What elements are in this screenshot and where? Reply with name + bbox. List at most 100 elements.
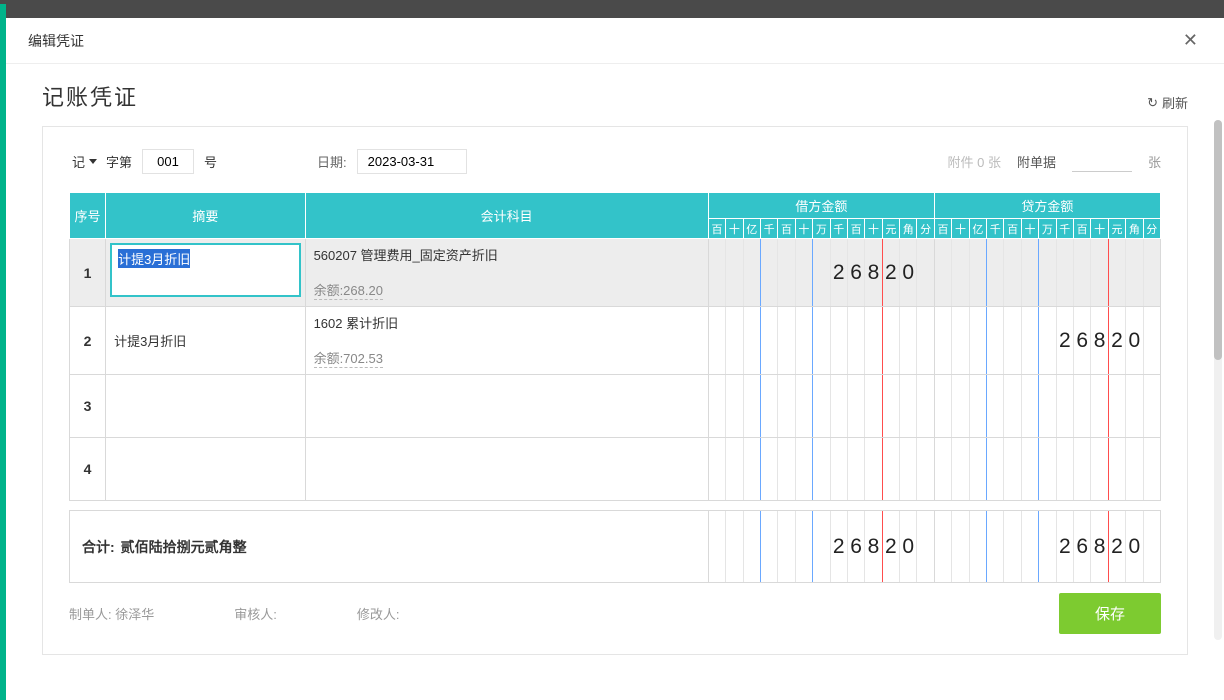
digit [726, 375, 743, 437]
table-row: 4 [70, 438, 1161, 501]
editor-field: 修改人: [357, 604, 400, 623]
digit [952, 511, 969, 582]
debit-total-amount-cell[interactable]: 26820 [708, 511, 934, 583]
attach-doc-input[interactable] [1072, 152, 1132, 172]
voucher-number-input[interactable] [142, 149, 194, 174]
digit [796, 511, 813, 582]
account-cell[interactable]: 1602 累计折旧余额:702.53 [305, 307, 708, 375]
digit [900, 438, 917, 500]
credit-total-amount-cell[interactable]: 26820 [934, 511, 1160, 583]
attachment-group: 附件 0 张 附单据 张 [948, 152, 1162, 172]
digit-header: 千 [760, 219, 777, 239]
paperclip-icon[interactable]: 附件 0 张 [948, 152, 1001, 171]
digit [883, 438, 900, 500]
digit [1091, 438, 1108, 500]
summary-cell[interactable] [106, 438, 305, 501]
account-cell[interactable] [305, 375, 708, 438]
credit-amount-cell[interactable] [934, 438, 1160, 501]
voucher-date-input[interactable] [357, 149, 467, 174]
digit [726, 239, 743, 306]
digit [1004, 307, 1021, 374]
digit [1144, 438, 1160, 500]
debit-amount-cell[interactable]: 26820 [708, 239, 934, 307]
summary-cell[interactable]: 计提3月折旧 [106, 239, 305, 307]
attach-doc-label: 附单据 [1017, 152, 1056, 171]
digit: 2 [883, 511, 900, 582]
digit [1109, 239, 1126, 306]
save-button[interactable]: 保存 [1059, 593, 1161, 634]
digit: 2 [1057, 307, 1074, 374]
digit [744, 307, 761, 374]
digit [1074, 375, 1091, 437]
account-cell[interactable] [305, 438, 708, 501]
digit: 2 [1109, 511, 1126, 582]
digit [865, 307, 882, 374]
debit-amount-cell[interactable] [708, 375, 934, 438]
digit [796, 239, 813, 306]
digit [1074, 239, 1091, 306]
refresh-button[interactable]: ↻ 刷新 [1147, 93, 1188, 112]
digit [865, 438, 882, 500]
digit-header: 千 [830, 219, 847, 239]
digit [1004, 239, 1021, 306]
credit-amount-cell[interactable] [934, 239, 1160, 307]
digit [726, 307, 743, 374]
digit [883, 375, 900, 437]
col-debit: 借方金额 [708, 193, 934, 219]
digit [952, 307, 969, 374]
digit [1074, 438, 1091, 500]
digit [726, 438, 743, 500]
digit [778, 511, 795, 582]
digit-header: 十 [1091, 219, 1108, 239]
digit [1057, 239, 1074, 306]
credit-amount-cell[interactable] [934, 375, 1160, 438]
scrollbar-thumb[interactable] [1214, 120, 1222, 360]
digit [831, 307, 848, 374]
summary-input[interactable]: 计提3月折旧 [110, 243, 300, 297]
digit [744, 239, 761, 306]
digit [1144, 511, 1160, 582]
digit [813, 511, 830, 582]
digit [952, 239, 969, 306]
digit [848, 438, 865, 500]
digit [1039, 438, 1056, 500]
summary-cell[interactable]: 计提3月折旧 [106, 307, 305, 375]
debit-amount-cell[interactable] [708, 438, 934, 501]
digit: 2 [883, 239, 900, 306]
digit [952, 438, 969, 500]
digit-header: 万 [1039, 219, 1056, 239]
digit [796, 438, 813, 500]
row-serial: 3 [70, 375, 106, 438]
editor-label: 修改人: [357, 607, 400, 622]
row-serial: 2 [70, 307, 106, 375]
digit [1126, 375, 1143, 437]
digit-header: 十 [1021, 219, 1038, 239]
digit-header: 万 [813, 219, 830, 239]
digit [1091, 375, 1108, 437]
total-row: 合计:贰佰陆拾捌元贰角整2682026820 [70, 511, 1161, 583]
summary-selected-text: 计提3月折旧 [118, 249, 190, 268]
account-balance: 余额:702.53 [314, 348, 383, 368]
digit [796, 375, 813, 437]
digit [778, 438, 795, 500]
close-icon[interactable]: ✕ [1179, 26, 1202, 55]
digit [970, 307, 987, 374]
digit [813, 438, 830, 500]
account-cell[interactable]: 560207 管理费用_固定资产折旧余额:268.20 [305, 239, 708, 307]
voucher-meta-row: 记 字第 号 日期: 附件 0 张 [69, 149, 1161, 174]
voucher-type-dropdown[interactable]: 记 [69, 149, 100, 174]
digit [917, 438, 933, 500]
digit [813, 375, 830, 437]
digit [1057, 438, 1074, 500]
digit-header: 百 [1004, 219, 1021, 239]
digit: 8 [1091, 307, 1108, 374]
account-name: 560207 管理费用_固定资产折旧 [314, 245, 700, 264]
debit-amount-cell[interactable] [708, 307, 934, 375]
credit-amount-cell[interactable]: 26820 [934, 307, 1160, 375]
digit: 2 [831, 511, 848, 582]
digit [709, 438, 726, 500]
digit: 8 [865, 511, 882, 582]
digit [935, 511, 952, 582]
summary-cell[interactable] [106, 375, 305, 438]
digit [917, 375, 933, 437]
